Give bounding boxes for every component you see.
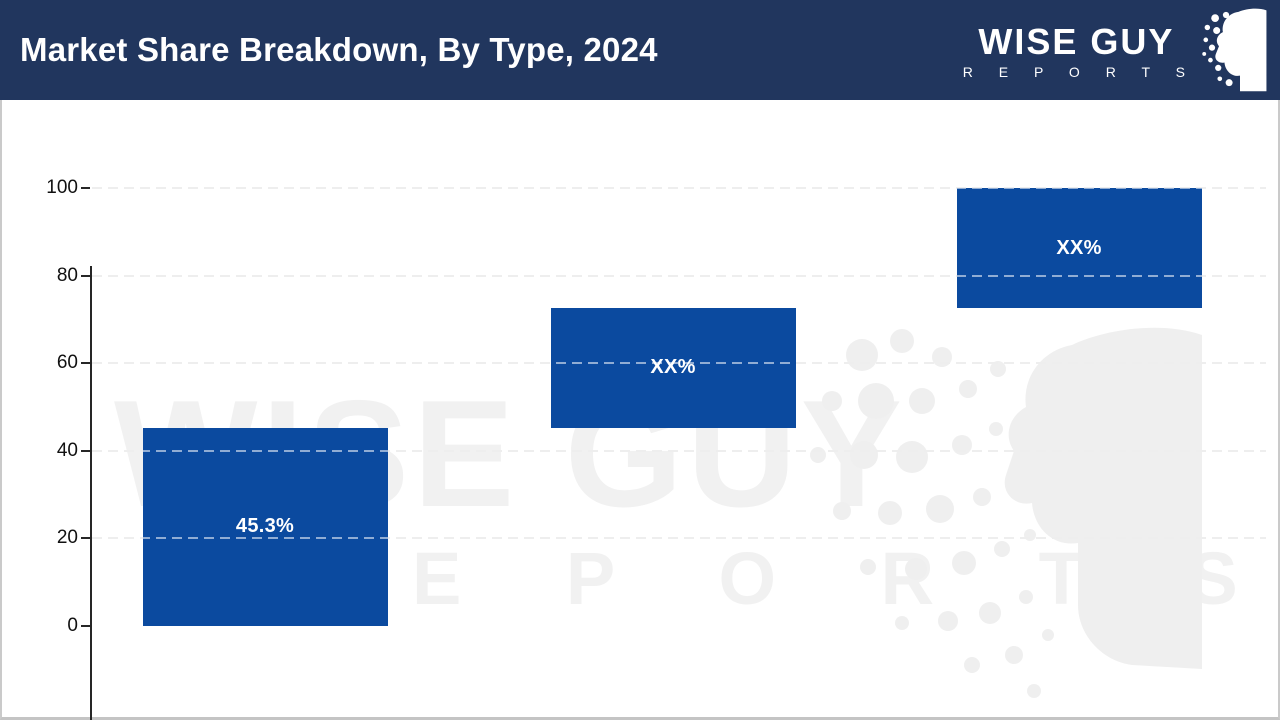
- y-tick-label: 20: [56, 527, 78, 549]
- gridline-overlay: [92, 274, 1266, 277]
- bar-value-label: XX%: [650, 356, 696, 379]
- page-title: Market Share Breakdown, By Type, 2024: [20, 31, 658, 68]
- y-tick-mark: [81, 187, 90, 189]
- chart-panel: WISE GUY R E P O R T S 45.3% XX% XX% 0 20 40…: [0, 100, 1280, 720]
- y-tick-label: 0: [67, 615, 78, 636]
- brand-name: WISE GUY: [978, 20, 1175, 62]
- y-tick-label: 60: [56, 352, 78, 374]
- face-profile-icon: [1202, 8, 1267, 92]
- y-tick-label: 40: [56, 439, 78, 461]
- y-tick-label: 80: [56, 264, 78, 286]
- y-tick-mark: [81, 625, 90, 627]
- bar: XX%: [956, 188, 1202, 308]
- gridline-overlay: [92, 362, 1266, 365]
- y-tick-mark: [81, 274, 90, 277]
- brand-subname: R E P O R T S: [962, 63, 1196, 80]
- watermark-brand-subname: R E P O R T S: [254, 537, 1280, 620]
- y-tick-mark: [81, 362, 90, 365]
- brand-logo: WISE GUY R E P O R T S: [957, 0, 1268, 100]
- y-tick-mark: [81, 537, 90, 540]
- bar-value-label: 45.3%: [235, 515, 295, 538]
- y-tick-mark: [81, 449, 90, 452]
- y-axis-line: [90, 266, 92, 720]
- header-bar: Market Share Breakdown, By Type, 2024 WI…: [0, 0, 1280, 100]
- watermark-face-icon: [810, 327, 1202, 698]
- bar: 45.3%: [142, 427, 388, 626]
- bar: XX%: [550, 308, 796, 428]
- brand-logo-text: WISE GUY R E P O R T S: [957, 21, 1196, 80]
- y-tick-label: 100: [46, 177, 78, 198]
- gridline-overlay: [92, 449, 1266, 452]
- bar-value-label: XX%: [1056, 236, 1102, 259]
- gridline-overlay: [92, 187, 1266, 189]
- gridline-overlay: [92, 537, 1266, 540]
